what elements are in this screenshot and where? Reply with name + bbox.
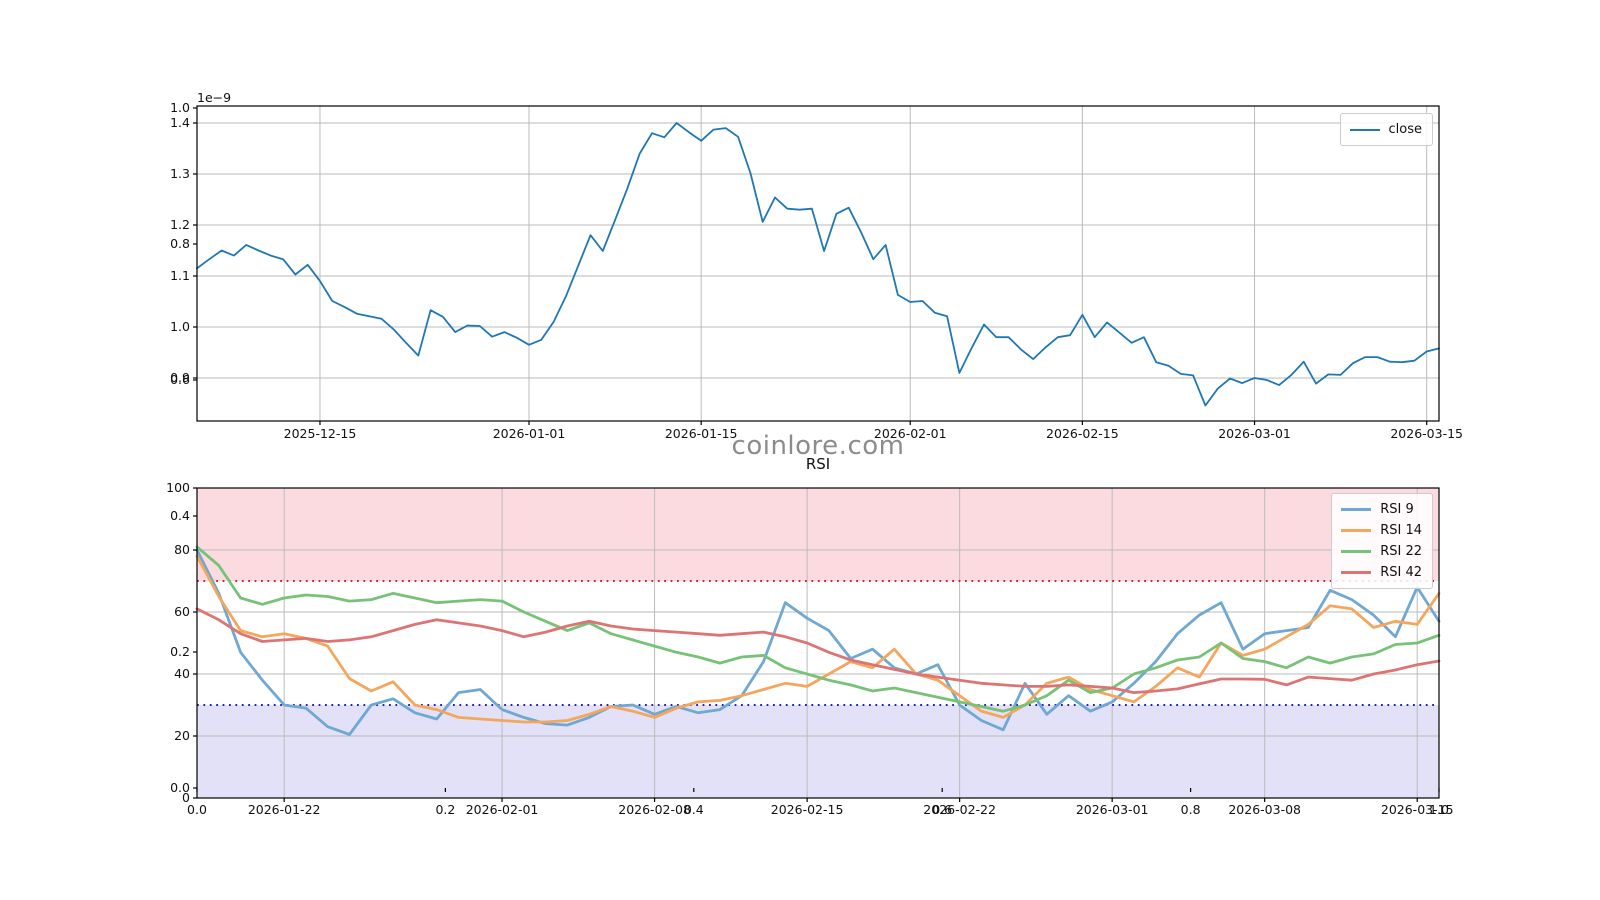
price-x-tick-label: 2026-03-01 — [1218, 426, 1291, 441]
price-x-tick-label: 2025-12-15 — [283, 426, 357, 441]
overlay-y-tick-label: 1.0 — [170, 100, 190, 115]
rsi-9-line — [195, 548, 1441, 736]
watermark: coinlore.com — [731, 431, 905, 461]
legend-entry: RSI 9 — [1341, 499, 1422, 520]
rsi-22-line — [195, 545, 1441, 713]
rsi-42-line — [195, 607, 1441, 694]
legend-entry: RSI 14 — [1341, 520, 1422, 541]
price-x-tick-label: 2026-01-15 — [664, 426, 738, 441]
overlay-y-tick-label: 0.0 — [170, 780, 190, 795]
rsi-y-tick-label: 60 — [174, 604, 190, 619]
axes-frame — [196, 105, 1440, 422]
overlay-x-tick-label: 0.2 — [435, 802, 456, 817]
rsi-x-tick-label: 2026-03-01 — [1075, 802, 1149, 817]
overlay-x-tick-label: 0.4 — [683, 802, 704, 817]
price-y-tick-label: 0.9 — [170, 370, 190, 385]
price-y-tick-label: 1.3 — [170, 166, 190, 181]
rsi-y-tick-label: 80 — [174, 542, 190, 557]
rsi-x-tick-label: 2026-02-01 — [465, 802, 539, 817]
rsi-x-tick-label: 2026-02-08 — [618, 802, 691, 817]
rsi-x-tick-label: 2026-03-15 — [1380, 802, 1454, 817]
price-legend: close — [1339, 113, 1433, 146]
rsi-chart-title: RSI — [805, 455, 831, 473]
rsi-x-tick-label: 2026-01-22 — [247, 802, 321, 817]
y-axis-offset-label: 1e−9 — [197, 90, 232, 105]
legend-line-swatch — [1341, 508, 1372, 511]
overlay-y-tick-label: 0.4 — [170, 508, 190, 523]
price-x-tick-label: 2026-02-01 — [873, 426, 947, 441]
legend-line-swatch — [1341, 529, 1372, 532]
rsi-y-tick-label: 20 — [174, 728, 190, 743]
overlay-x-tick-label: 1.0 — [1429, 802, 1449, 817]
overlay-x-tick-label: 0.8 — [1180, 802, 1201, 817]
legend-entry: RSI 42 — [1341, 562, 1422, 583]
legend-line-swatch — [1341, 550, 1372, 553]
legend-line-swatch — [1341, 571, 1372, 574]
axes-frame — [196, 487, 1440, 799]
price-y-tick-label: 1.4 — [170, 115, 190, 130]
price-x-tick-label: 2026-03-15 — [1390, 426, 1464, 441]
overlay-y-tick-label: 0.8 — [170, 236, 190, 251]
overlay-x-tick-label: 0.6 — [932, 802, 953, 817]
price-y-tick-label: 1.0 — [170, 319, 190, 334]
legend-label: RSI 22 — [1380, 544, 1422, 559]
legend-label: RSI 9 — [1380, 502, 1414, 517]
rsi-x-tick-label: 2026-02-22 — [923, 802, 996, 817]
rsi-y-tick-label: 40 — [174, 666, 190, 681]
rsi-x-tick-label: 2026-02-15 — [770, 802, 844, 817]
close-line — [196, 122, 1440, 407]
legend-line-swatch — [1349, 128, 1380, 131]
legend-label: RSI 42 — [1380, 565, 1422, 580]
legend-entry: close — [1349, 119, 1422, 140]
legend-label: RSI 14 — [1380, 523, 1422, 538]
rsi-y-tick-label: 0 — [182, 790, 190, 805]
overlay-y-tick-label: 0.2 — [170, 644, 190, 659]
price-y-tick-label: 1.2 — [170, 217, 190, 232]
price-x-tick-label: 2026-01-01 — [492, 426, 566, 441]
oversold-band — [197, 705, 1439, 798]
rsi-x-tick-label: 2026-03-08 — [1228, 802, 1301, 817]
rsi-y-tick-label: 100 — [166, 480, 190, 495]
rsi-legend: RSI 9 RSI 14 RSI 22 RSI 42 — [1331, 493, 1433, 589]
overlay-x-tick-label: 0.0 — [187, 802, 207, 817]
price-y-tick-label: 1.1 — [170, 268, 190, 283]
price-x-tick-label: 2026-02-15 — [1046, 426, 1119, 441]
overbought-band — [197, 488, 1439, 581]
legend-entry: RSI 22 — [1341, 541, 1422, 562]
overlay-y-tick-label: 0.6 — [170, 372, 190, 387]
legend-label: close — [1388, 122, 1422, 137]
